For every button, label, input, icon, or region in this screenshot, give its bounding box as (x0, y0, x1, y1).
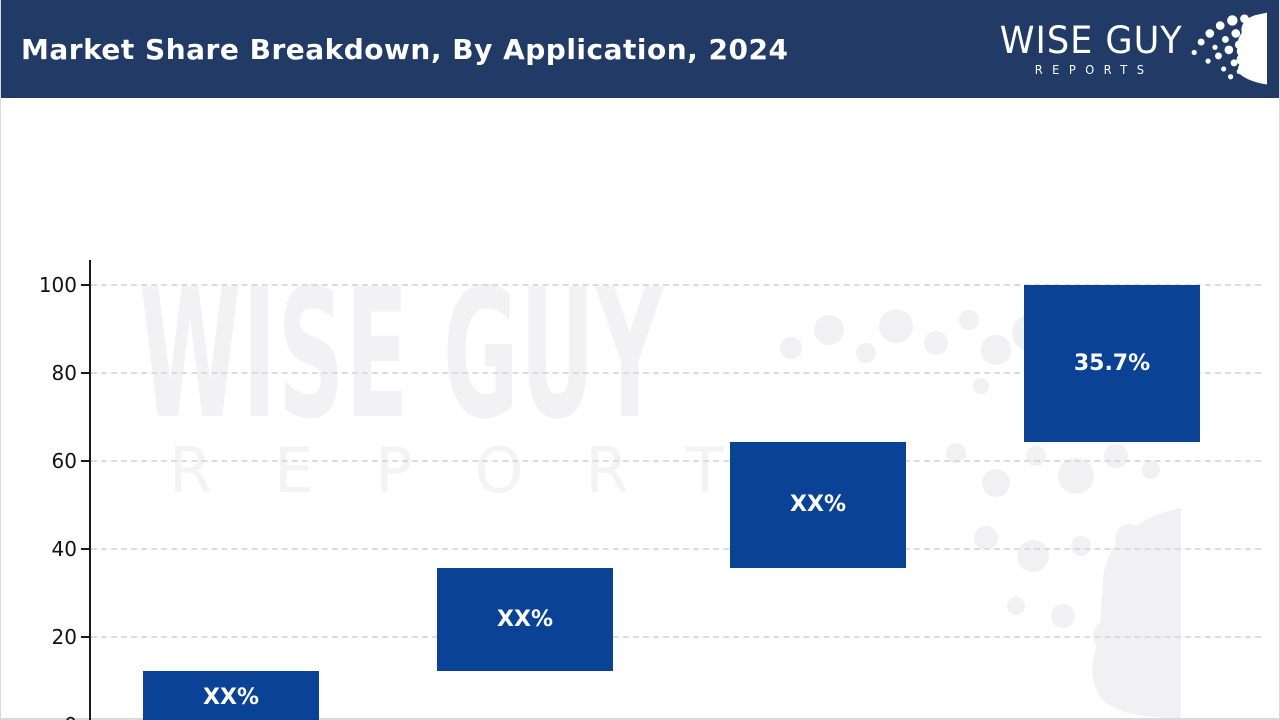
bar-tissue-engineering: XX% (437, 567, 613, 671)
y-axis-tick-100 (81, 284, 89, 286)
y-axis-line (89, 260, 91, 720)
y-axis-tick-60 (81, 460, 89, 462)
gridline-60 (91, 460, 1261, 462)
gridline-100 (91, 284, 1261, 286)
y-axis-label-80: 80 (51, 361, 77, 385)
bar-biopharmaceutical-production: 35.7% (1024, 285, 1200, 443)
gridline-80 (91, 372, 1261, 374)
y-axis-label-100: 100 (38, 273, 77, 297)
logo-subtitle: REPORTS (1034, 62, 1153, 77)
y-axis-tick-80 (81, 372, 89, 374)
y-axis-tick-20 (81, 636, 89, 638)
logo-face-icon (1191, 12, 1267, 85)
bar-value-label: XX% (790, 492, 846, 518)
gridline-20 (91, 636, 1261, 638)
y-axis-label-0: 0 (9, 715, 77, 720)
plot-area: 020406080100XX%XX%XX%35.7%Cancer Researc… (1, 98, 1279, 720)
y-axis-label-60: 60 (51, 449, 77, 473)
gridline-40 (91, 548, 1261, 550)
watermark-subtitle: REPORTS (169, 434, 888, 507)
y-axis-label-40: 40 (51, 537, 77, 561)
y-axis-label-20: 20 (51, 625, 77, 649)
watermark-text: WISE GUY (139, 251, 665, 458)
chart-canvas: WISE GUY REPORTS 0 20 40 60 80 100 XX% XX% XX% 35… (1, 98, 1279, 720)
bar-regenerative-medicine: XX% (730, 442, 906, 568)
bar-cancer-research: XX% (143, 670, 319, 720)
wise-guy-logo: WISE GUY REPORTS (995, 9, 1267, 89)
logo-text: WISE GUY REPORTS (999, 22, 1182, 77)
bar-value-label: XX% (203, 685, 259, 711)
bar-value-label: 35.7% (1073, 351, 1151, 377)
page-title: Market Share Breakdown, By Application, … (21, 32, 789, 66)
bar-value-label: XX% (497, 606, 553, 632)
header-bar: Market Share Breakdown, By Application, … (1, 0, 1279, 98)
logo-name: WISE GUY (999, 18, 1183, 62)
y-axis-tick-40 (81, 548, 89, 550)
